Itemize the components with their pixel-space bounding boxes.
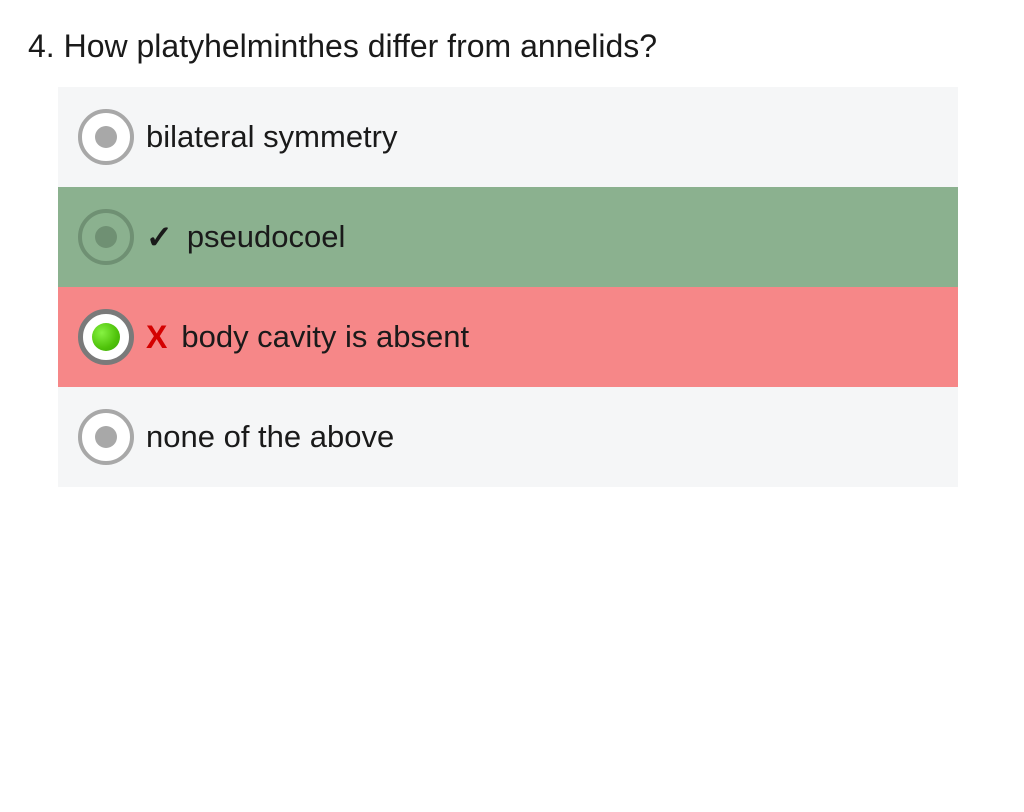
question-text: 4. How platyhelminthes differ from annel… bbox=[20, 28, 1004, 65]
radio-inner bbox=[95, 126, 117, 148]
option-1[interactable]: ✓ pseudocoel bbox=[58, 187, 958, 287]
radio-inner bbox=[92, 323, 120, 351]
cross-icon: X bbox=[146, 319, 167, 356]
radio-inner bbox=[95, 226, 117, 248]
radio-icon bbox=[78, 209, 134, 265]
radio-inner bbox=[95, 426, 117, 448]
radio-icon bbox=[78, 409, 134, 465]
option-label: body cavity is absent bbox=[181, 319, 469, 355]
radio-icon bbox=[78, 109, 134, 165]
option-label: none of the above bbox=[146, 419, 394, 455]
option-0[interactable]: bilateral symmetry bbox=[58, 87, 958, 187]
option-2[interactable]: X body cavity is absent bbox=[58, 287, 958, 387]
option-3[interactable]: none of the above bbox=[58, 387, 958, 487]
question-number: 4. bbox=[28, 28, 55, 64]
question-body: How platyhelminthes differ from annelids… bbox=[64, 28, 657, 64]
option-label: pseudocoel bbox=[187, 219, 346, 255]
check-icon: ✓ bbox=[146, 218, 173, 256]
options-list: bilateral symmetry ✓ pseudocoel X body c… bbox=[58, 87, 958, 487]
radio-selected-icon bbox=[78, 309, 134, 365]
option-label: bilateral symmetry bbox=[146, 119, 398, 155]
